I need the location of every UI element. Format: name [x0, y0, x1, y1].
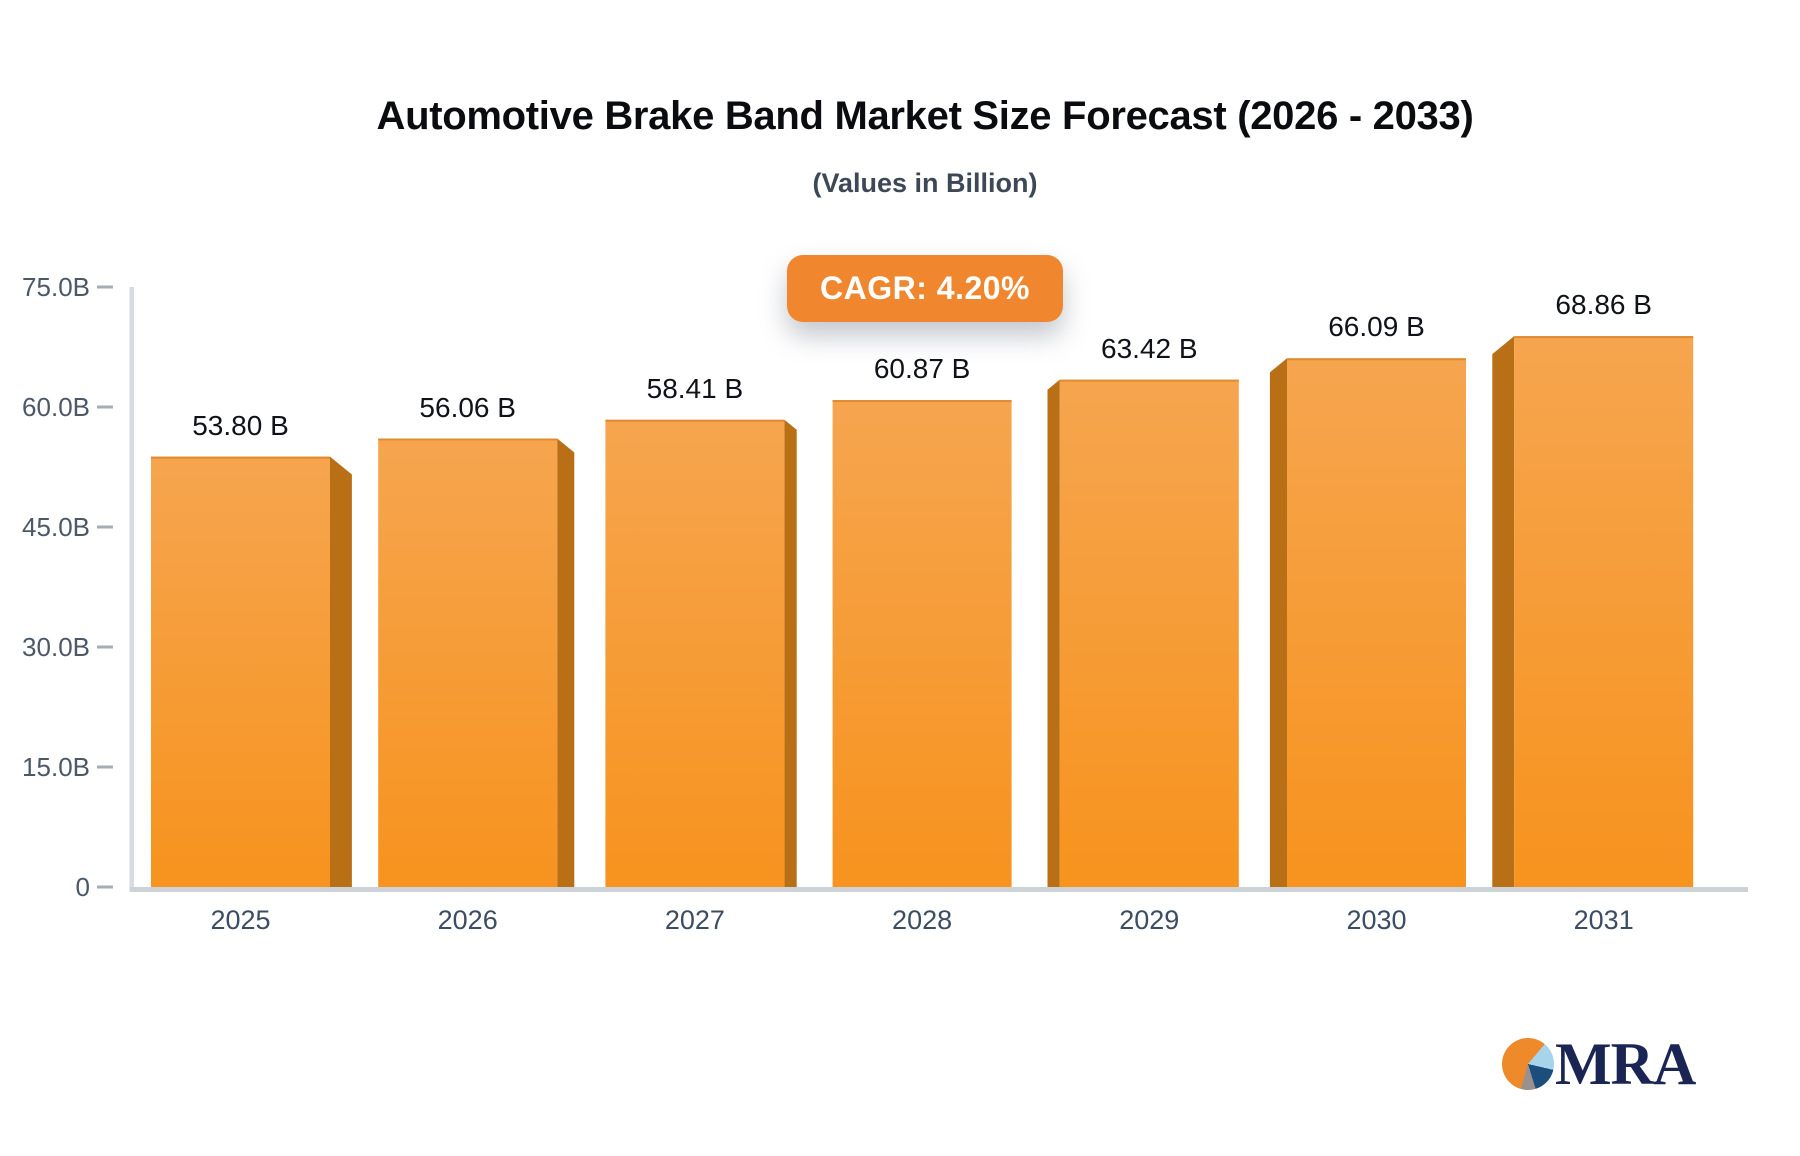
bar-2030[interactable] — [1287, 358, 1466, 887]
x-axis-line — [129, 887, 1748, 892]
bar-side-3d — [784, 419, 797, 887]
pie-chart-logo-icon — [1502, 1038, 1554, 1090]
y-tick-mark — [97, 525, 113, 529]
bar-side-3d — [557, 438, 575, 887]
mra-logo: MRA — [1502, 1031, 1696, 1097]
y-tick-mark — [97, 645, 113, 649]
bar-side-3d — [1492, 336, 1515, 887]
bar-2026[interactable] — [378, 438, 558, 887]
y-tick-mark — [97, 765, 113, 769]
chart-title: Automotive Brake Band Market Size Foreca… — [376, 94, 1474, 138]
chart-subtitle: (Values in Billion) — [812, 168, 1038, 198]
bar-2031[interactable] — [1514, 336, 1694, 887]
y-tick-mark — [97, 405, 113, 409]
bar-2028[interactable] — [832, 400, 1012, 887]
bar-side-3d — [330, 456, 352, 887]
cagr-badge: CAGR: 4.20% — [787, 255, 1063, 322]
y-tick-mark — [97, 285, 113, 289]
bar-side-3d — [1269, 358, 1287, 887]
bar-2027[interactable] — [605, 419, 785, 887]
bar-side-3d — [1047, 379, 1060, 887]
bar-2025[interactable] — [151, 456, 330, 887]
y-axis-line — [129, 287, 134, 892]
bar-2029[interactable] — [1059, 379, 1239, 887]
y-tick-mark — [97, 885, 113, 889]
mra-logo-text: MRA — [1555, 1031, 1696, 1097]
bars-group — [97, 285, 1694, 889]
